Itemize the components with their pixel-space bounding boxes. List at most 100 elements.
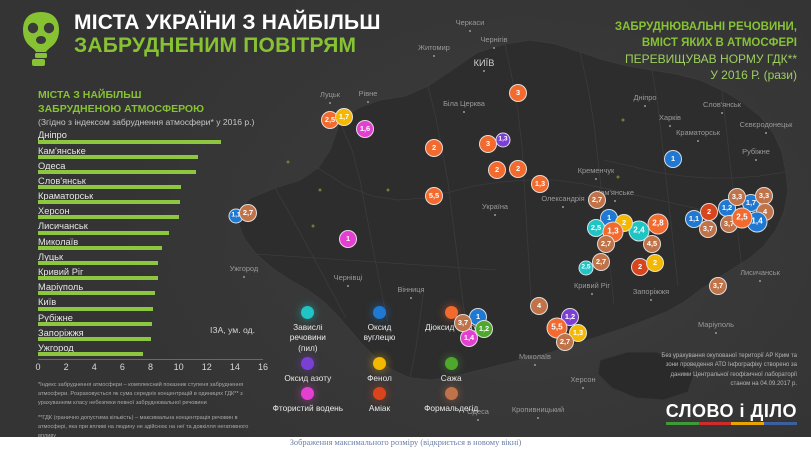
chart-bar-track (38, 291, 263, 296)
map-marker[interactable]: 2,5 (731, 207, 753, 229)
map-city-dot (483, 70, 485, 72)
chart-bar-label: Краматорськ (38, 191, 94, 202)
legend-item-hydrogen-fluoride[interactable]: Фтористий водень (272, 387, 344, 417)
map-accent-dot (621, 118, 625, 122)
brand-logo-text: СЛОВО і ДІЛО (665, 401, 797, 421)
chart-bar-fill (38, 261, 158, 266)
pollutants-title-line3: ПЕРЕВИЩУВАВ НОРМУ ГДК** (624, 52, 797, 67)
map-city-dot (755, 159, 757, 161)
chart-x-tick: 8 (147, 362, 154, 373)
map-marker[interactable]: 2 (631, 258, 649, 276)
map-city-dot (329, 102, 331, 104)
map-accent-dot (311, 224, 315, 228)
legend-item-phenol[interactable]: Фенол (344, 357, 416, 387)
brand-logo-bar (698, 422, 732, 425)
legend-label: Оксид вуглецю (363, 322, 396, 343)
map-marker[interactable]: 1,7 (335, 108, 353, 126)
map-marker[interactable]: 1,4 (460, 329, 478, 347)
map-marker[interactable]: 4 (530, 297, 548, 315)
legend-item-soot[interactable]: Сажа (415, 357, 487, 387)
chart-bar-row: Лисичанськ (38, 221, 263, 236)
brand-logo[interactable]: СЛОВО і ДІЛО (665, 401, 797, 425)
legend-label: Сажа (440, 373, 462, 384)
chart-bar-row: Кам'янське (38, 146, 263, 161)
chart-bar-track (38, 245, 263, 250)
legend-item-ammonia[interactable]: Аміак (344, 387, 416, 417)
map-marker[interactable]: 3,7 (699, 220, 717, 238)
map-city-label: Запоріжжя (632, 287, 670, 296)
map-marker[interactable]: 2,7 (592, 253, 610, 271)
map-city-label: Краматорськ (676, 128, 720, 137)
map-city-label: Миколаїв (519, 352, 551, 361)
legend-item-nitrogen-oxide[interactable]: Оксид азоту (272, 357, 344, 387)
phenol-swatch-icon (373, 357, 386, 371)
map-marker[interactable]: 2,8 (647, 213, 669, 235)
legend-label: Фтористий водень (272, 403, 344, 414)
chart-bar-label: Лисичанськ (38, 221, 88, 232)
map-marker[interactable]: 3,7 (454, 314, 472, 332)
chart-bar-row: Кривий Ріг (38, 267, 263, 282)
map-marker[interactable]: 1,6 (356, 120, 374, 138)
map-city-label: Житомир (418, 43, 450, 52)
map-marker[interactable]: 1 (664, 150, 682, 168)
brand-logo-bar (764, 422, 797, 425)
pollutants-title-line1: ЗАБРУДНЮВАЛЬНІ РЕЧОВИНИ, (614, 21, 797, 33)
chart-bar-label: Ужгород (38, 342, 74, 353)
chart-bar-label: Кам'янське (38, 145, 86, 156)
map-marker[interactable]: 1 (339, 230, 357, 248)
map-marker[interactable]: 2,5 (587, 219, 605, 237)
chart-bar-label: Миколаїв (38, 236, 79, 247)
map-marker[interactable]: 2,5 (578, 260, 594, 276)
chart-bar-label: Дніпро (38, 130, 67, 141)
chart-bar-fill (38, 306, 154, 311)
legend-item-formaldehyde[interactable]: Формальдегід (415, 387, 487, 417)
chart-title-line2: ЗАБРУДНЕНОЮ АТМОСФЕРОЮ (38, 103, 204, 116)
chart-bar-row: Київ (38, 297, 263, 312)
map-marker[interactable]: 1,2 (475, 320, 493, 338)
map-city-dot (614, 200, 616, 202)
legend-item-carbon-monoxide[interactable]: Оксид вуглецю (344, 306, 416, 357)
header-right: ЗАБРУДНЮВАЛЬНІ РЕЧОВИНИ, ВМІСТ ЯКИХ В АТ… (615, 20, 797, 83)
map-city-dot (463, 111, 465, 113)
map-marker[interactable]: 5,5 (425, 187, 443, 205)
chart-x-tick: 12 (201, 362, 212, 373)
chart-bar-row: Запоріжжя (38, 328, 263, 343)
map-marker[interactable]: 2 (509, 160, 527, 178)
chart-x-axis: 0 2 4 6 8 10 12 14 16 (35, 359, 268, 375)
map-marker[interactable]: 1,3 (495, 132, 511, 148)
map-marker[interactable]: 2 (488, 161, 506, 179)
map-marker[interactable]: 3 (509, 84, 527, 102)
chart-bar-track (38, 352, 263, 357)
map-marker[interactable]: 3 (479, 135, 497, 153)
map-marker[interactable]: 2,7 (588, 191, 606, 209)
map-marker[interactable]: 1,3 (569, 324, 587, 342)
map-marker[interactable]: 1,3 (531, 175, 549, 193)
map-marker[interactable]: 2,7 (597, 235, 615, 253)
map-marker[interactable]: 2,7 (556, 333, 574, 351)
map-city-label: Україна (481, 202, 509, 211)
header-left: МІСТА УКРАЇНИ З НАЙБІЛЬШ ЗАБРУДНЕНИМ ПОВ… (18, 10, 381, 66)
chart-bar-label: Рубіжне (38, 312, 73, 323)
map-city-dot (347, 285, 349, 287)
page-title-line1: МІСТА УКРАЇНИ З НАЙБІЛЬШ (74, 11, 381, 34)
image-caption-link[interactable]: Зображення максимального розміру (відкри… (289, 438, 522, 447)
map-marker[interactable]: 2,5 (321, 111, 339, 129)
map-marker[interactable]: 2 (700, 203, 718, 221)
map-city-dot (410, 297, 412, 299)
chart-bar-fill (38, 245, 162, 250)
legend-label: Завислі речовини (пил) (289, 322, 326, 353)
legend-row: Завислі речовини (пил) Оксид вуглецю Діокс… (272, 306, 487, 357)
map-marker[interactable]: 2 (646, 254, 664, 272)
map-marker[interactable]: 2,7 (239, 204, 257, 222)
map-marker[interactable]: 3,7 (709, 277, 727, 295)
map-accent-dot (318, 188, 322, 192)
map-city-label: Рубіжне (742, 147, 770, 156)
map-marker[interactable]: 3,3 (728, 188, 746, 206)
map-marker[interactable]: 2,4 (628, 220, 650, 242)
nitrogen-oxide-swatch-icon (301, 357, 315, 371)
map-marker[interactable]: 4,5 (643, 235, 661, 253)
chart-bar-fill (38, 200, 181, 205)
map-marker[interactable]: 2 (425, 139, 443, 157)
map-accent-dot (286, 160, 290, 164)
legend-item-suspended-particles[interactable]: Завислі речовини (пил) (272, 306, 344, 357)
